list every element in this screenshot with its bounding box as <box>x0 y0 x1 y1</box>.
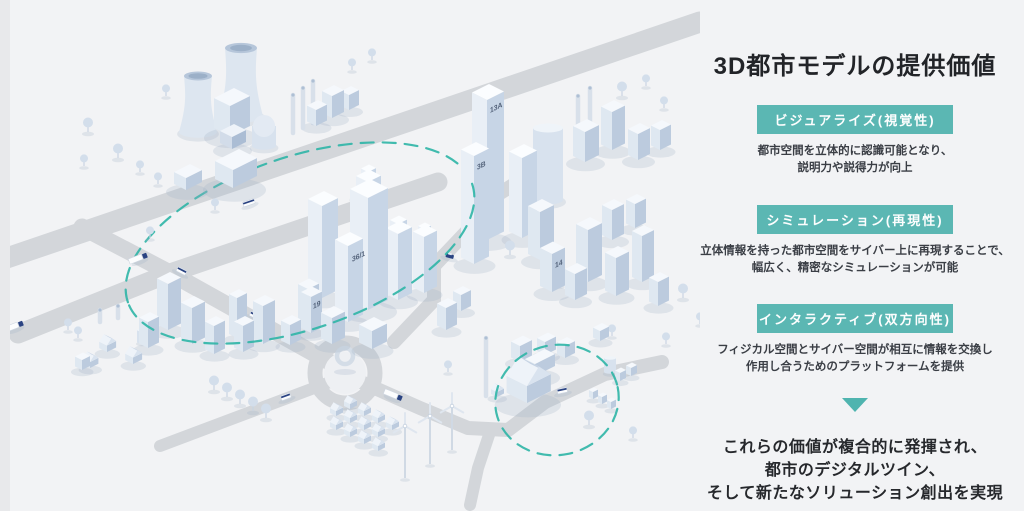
building-label: 3B <box>477 158 486 172</box>
desc-line: 都市空間を立体的に認識可能となり、 <box>757 145 953 157</box>
panel-title: 3D都市モデルの提供価値 <box>713 53 997 80</box>
simulation-banner: シミュレーション(再現性) <box>757 205 953 234</box>
value-section-simulation: シミュレーション(再現性) 立体情報を持った都市空間をサイバー上に再現することで… <box>697 205 1013 277</box>
visualize-desc: 都市空間を立体的に認識可能となり、 説明力や説得力が向上 <box>697 143 1013 177</box>
value-section-interactive: インタラクティブ(双方向性) フィジカル空間とサイバー空間が相互に情報を交換し … <box>697 304 1013 376</box>
vehicle-bus <box>241 198 259 210</box>
desc-line: 立体情報を持った都市空間をサイバー上に再現することで、 <box>700 245 1010 257</box>
left-edge-strip <box>0 0 10 511</box>
conclusion-text: これらの価値が複合的に発揮され、 都市のデジタルツイン、 そして新たなソリューシ… <box>697 436 1013 505</box>
simulation-desc: 立体情報を持った都市空間をサイバー上に再現することで、 幅広く、精密なシミュレー… <box>697 243 1013 277</box>
dashed-circle-front <box>126 182 620 457</box>
desc-line: 作用し合うためのプラットフォームを提供 <box>745 361 965 373</box>
value-section-visualize: ビジュアライズ(視覚性) 都市空間を立体的に認識可能となり、 説明力や説得力が向… <box>697 105 1013 177</box>
desc-line: フィジカル空間とサイバー空間が相互に情報を交換し <box>717 344 993 356</box>
value-panel: 3D都市モデルの提供価値 ビジュアライズ(視覚性) 都市空間を立体的に認識可能と… <box>697 0 1013 505</box>
interactive-desc: フィジカル空間とサイバー空間が相互に情報を交換し 作用し合うためのプラットフォー… <box>697 342 1013 376</box>
vehicle-truck <box>128 252 149 267</box>
conclusion-line: これらの価値が複合的に発揮され、 <box>722 439 988 456</box>
conclusion-line: 都市のデジタルツイン、 <box>764 462 946 479</box>
vehicle-van <box>171 266 189 279</box>
down-arrow-icon <box>842 398 868 412</box>
building-label: 14 <box>555 257 563 270</box>
building-label: 19 <box>313 298 320 311</box>
desc-line: 説明力や説得力が向上 <box>797 162 913 174</box>
visualize-banner: ビジュアライズ(視覚性) <box>757 105 953 134</box>
vehicle-car <box>440 252 458 263</box>
vehicle-truck <box>383 388 403 404</box>
vehicle-van <box>278 392 296 404</box>
interactive-banner: インタラクティブ(双方向性) <box>757 304 953 333</box>
buildings-layer <box>4 42 700 482</box>
desc-line: 幅広く、精密なシミュレーションが可能 <box>751 262 959 274</box>
conclusion-line: そして新たなソリューション創出を実現 <box>706 485 1004 502</box>
vehicle-van <box>554 386 572 398</box>
